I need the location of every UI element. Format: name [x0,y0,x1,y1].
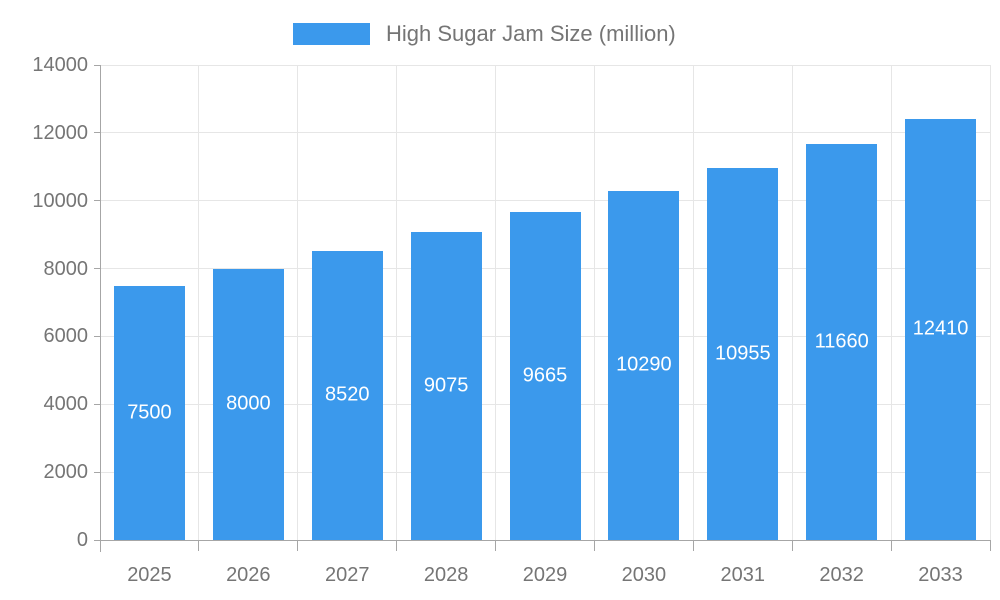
legend-label: High Sugar Jam Size (million) [386,21,676,46]
h-gridline [100,64,990,66]
bar-value-label: 10290 [616,353,672,376]
x-axis-label: 2029 [522,564,568,586]
x-axis-tick [692,540,694,551]
bar-value-label: 9665 [522,364,568,387]
bar-value-label: 9075 [423,374,469,397]
bar-2027[interactable]: 8520 [311,250,383,540]
legend-swatch [293,23,370,45]
x-axis-label: 2025 [127,564,172,586]
bar-2026[interactable]: 8000 [212,268,284,540]
x-axis-label: 2031 [720,564,766,586]
v-gridline [593,65,595,540]
y-axis-label: 6000 [43,325,89,348]
bar-2031[interactable]: 10955 [707,168,779,540]
x-axis-line [94,539,990,541]
x-axis-label: 2026 [226,564,271,586]
v-gridline [989,65,991,540]
x-axis-tick [593,540,595,551]
bar-value-label: 7500 [127,401,172,424]
bar-value-label: 8000 [226,392,271,415]
y-axis-tick [94,64,100,66]
y-axis-tick [94,268,100,270]
bar-2033[interactable]: 12410 [905,118,977,540]
x-axis-tick [396,540,398,551]
bar-2030[interactable]: 10290 [608,190,680,540]
v-gridline [692,65,694,540]
y-axis-line [99,65,101,552]
y-axis-tick [94,403,100,405]
x-axis-tick [791,540,793,551]
v-gridline [890,65,892,540]
x-axis-tick [890,540,892,551]
x-axis-label: 2028 [423,564,469,586]
h-gridline [100,200,990,202]
x-axis-tick [198,540,200,551]
y-axis-label: 12000 [32,121,88,144]
y-axis-tick [94,335,100,337]
bar-2025[interactable]: 7500 [113,285,185,540]
v-gridline [495,65,497,540]
y-axis-label: 10000 [32,189,88,212]
y-axis-tick [94,132,100,134]
bar-2028[interactable]: 9075 [410,232,482,540]
bar-value-label: 11660 [814,330,869,353]
x-axis-label: 2030 [621,564,667,586]
x-axis-tick [495,540,497,551]
bar-value-label: 12410 [912,317,969,340]
bar-2029[interactable]: 9665 [509,212,581,540]
v-gridline [297,65,299,540]
legend[interactable]: High Sugar Jam Size (million) [293,22,676,46]
y-axis-label: 2000 [43,461,89,484]
y-axis-tick [94,200,100,202]
y-axis-label: 8000 [43,257,89,280]
h-gridline [100,132,990,134]
x-axis-label: 2033 [918,564,963,586]
y-axis-tick [94,471,100,473]
y-axis-label: 0 [76,529,88,551]
x-axis-tick [297,540,299,551]
v-gridline [198,65,200,540]
y-axis-label: 14000 [32,54,88,76]
bar-2032[interactable]: 11660 [806,144,878,540]
bar-value-label: 10955 [714,342,771,365]
bar-value-label: 8520 [324,383,370,406]
x-axis-label: 2027 [324,564,370,586]
x-axis-tick [989,540,991,551]
y-axis-label: 4000 [43,393,89,416]
x-axis-label: 2032 [819,564,864,586]
v-gridline [791,65,793,540]
v-gridline [396,65,398,540]
